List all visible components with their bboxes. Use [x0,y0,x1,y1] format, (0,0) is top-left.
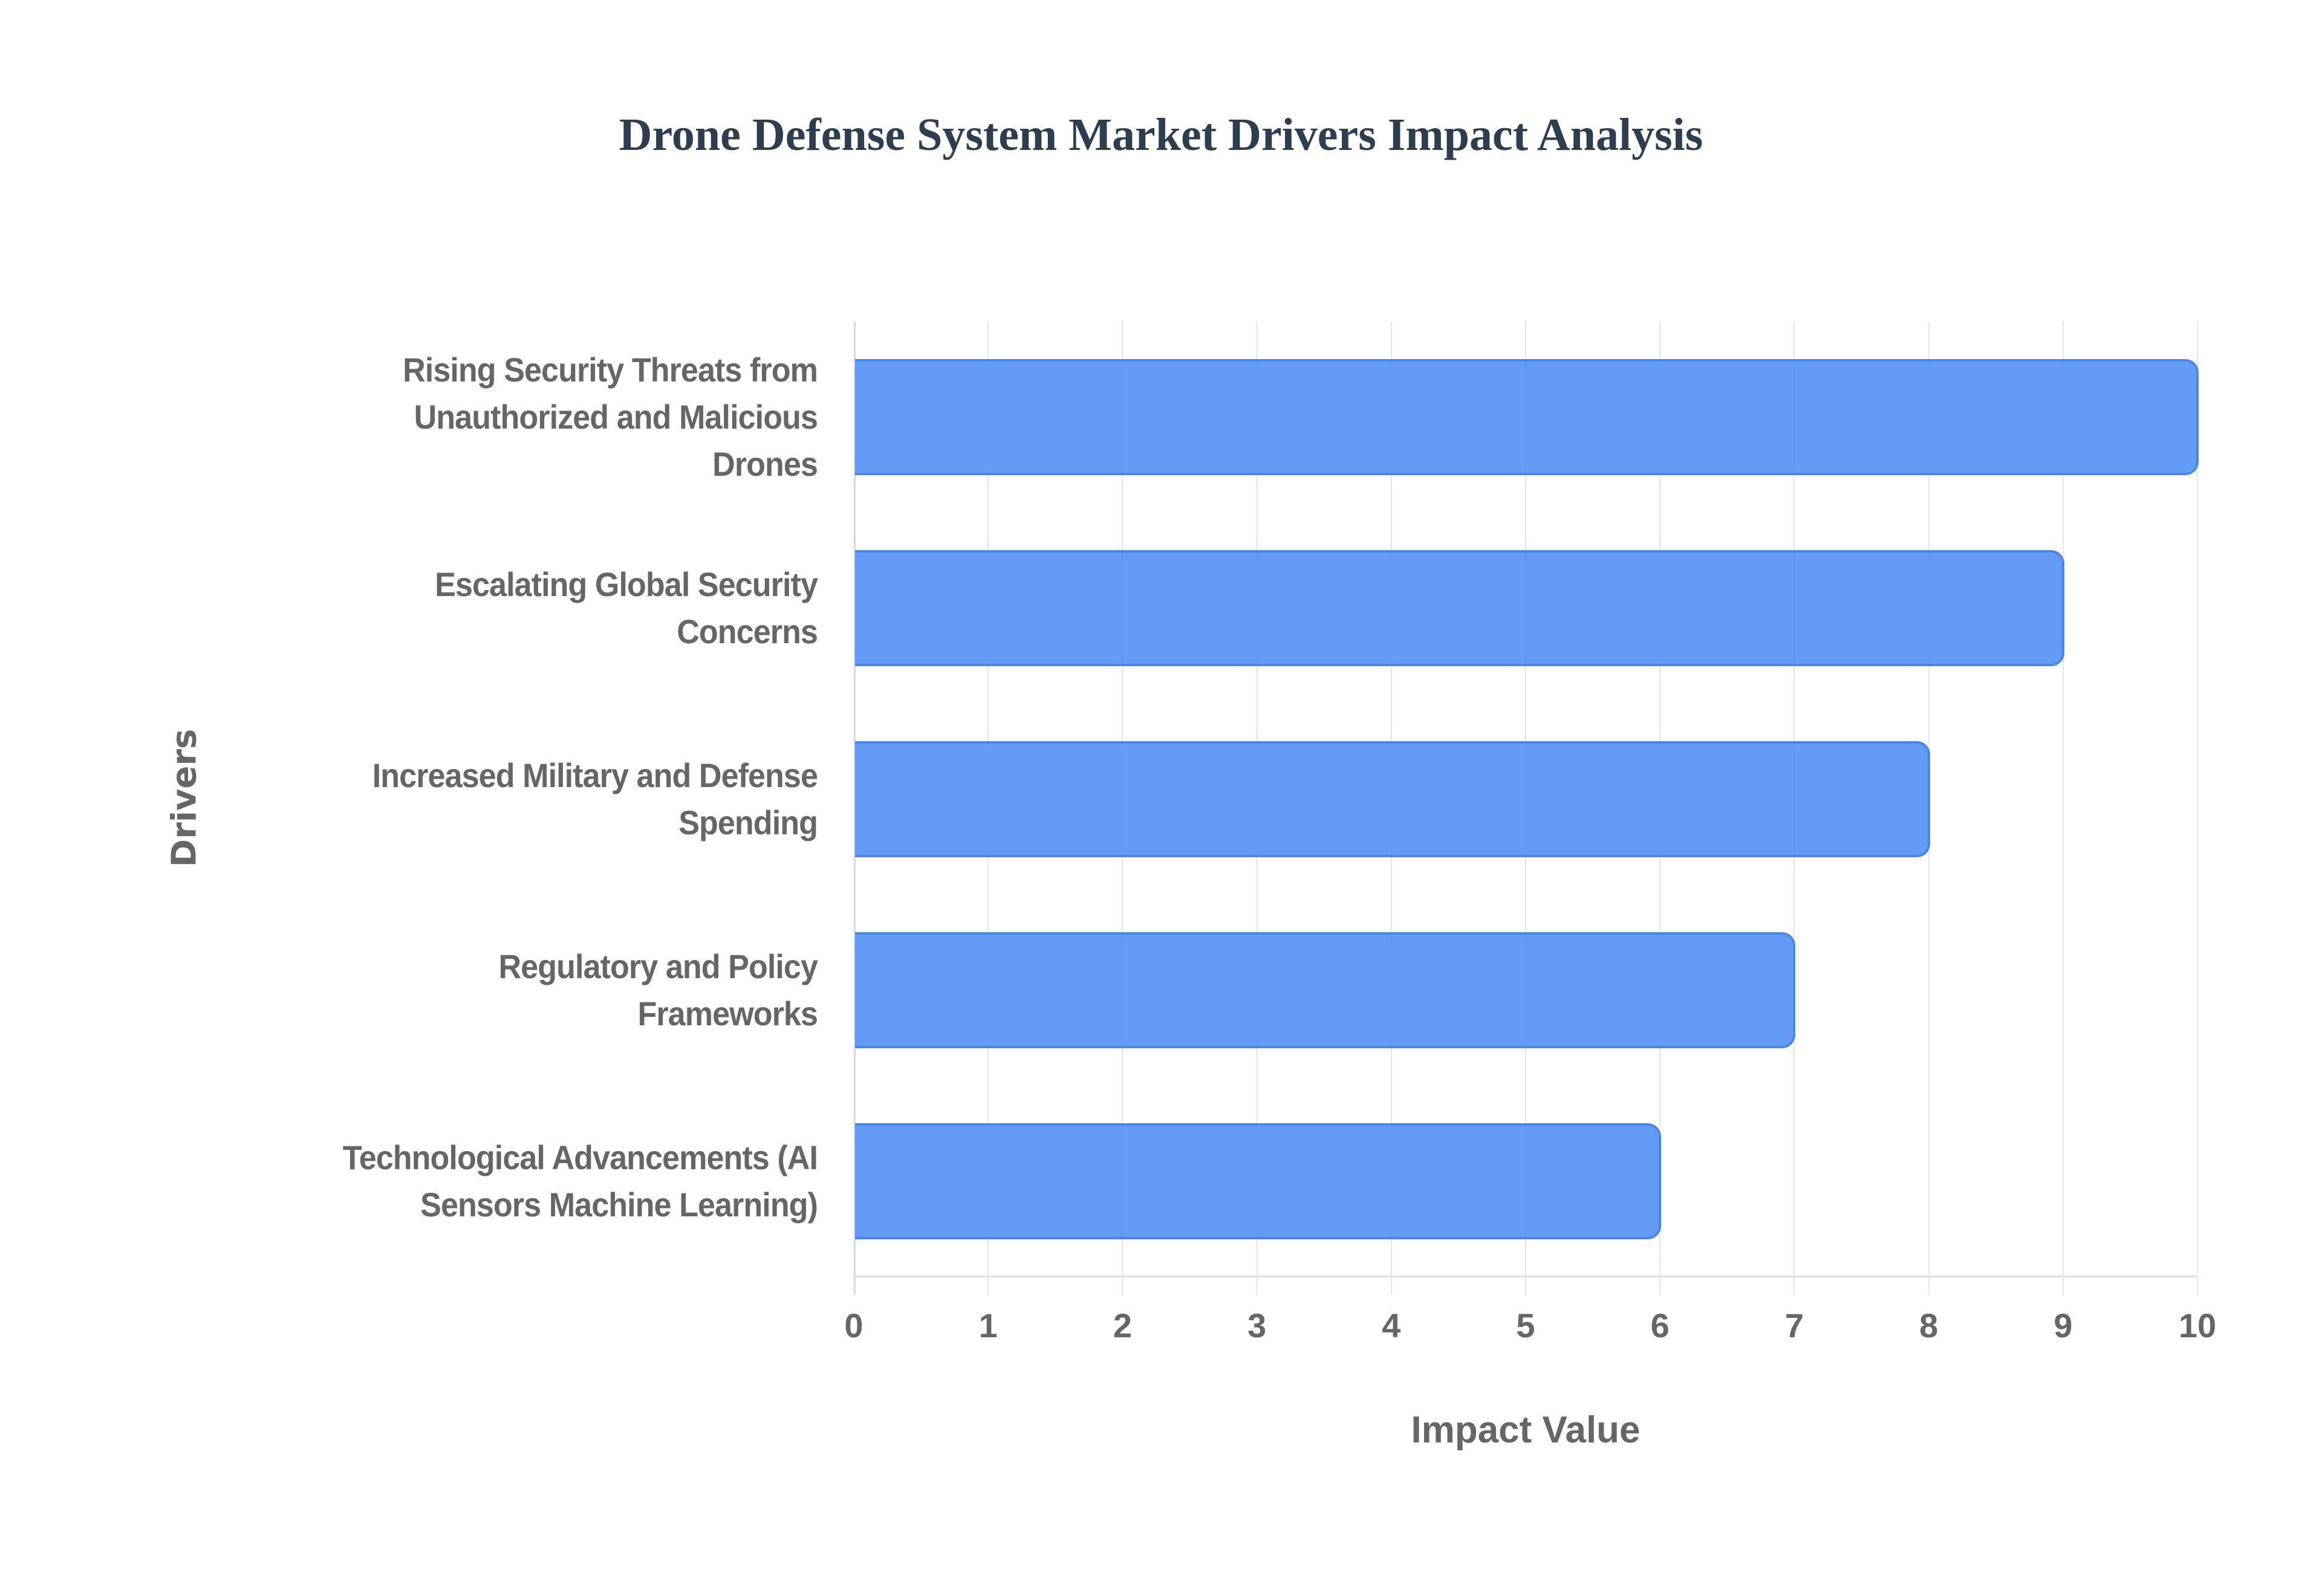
x-tick-label: 3 [1247,1306,1267,1345]
bar[interactable] [855,932,1796,1048]
y-tick-label: Increased Military and Defense Spending [372,756,818,842]
bar[interactable] [855,550,2064,666]
tick-mark [1256,1277,1258,1295]
y-tick-label: Technological Advancements (AI Sensors Ma… [342,1138,818,1224]
x-tick-label: 7 [1784,1306,1804,1345]
y-tick-label: Rising Security Threats from Unauthorized… [403,351,818,483]
bar[interactable] [855,1123,1662,1239]
plot-area [853,322,2199,1295]
tick-mark [1659,1277,1661,1295]
tick-mark [1928,1277,1930,1295]
x-axis-title: Impact Value [1411,1409,1641,1451]
tick-mark [987,1277,989,1295]
y-tick-label: Regulatory and Policy Frameworks [498,947,818,1033]
tick-mark [853,1277,854,1295]
x-tick-label: 8 [1919,1306,1939,1345]
x-tick-label: 10 [2178,1306,2217,1345]
x-tick-label: 5 [1516,1306,1535,1345]
x-tick-label: 0 [844,1306,863,1345]
tick-mark [2062,1277,2064,1295]
x-tick-label: 2 [1113,1306,1132,1345]
tick-mark [1525,1277,1526,1295]
y-axis-title: Drivers [164,728,204,868]
chart-title: Drone Defense System Market Drivers Impa… [619,109,1703,160]
tick-mark [1122,1277,1124,1295]
tick-mark [1794,1277,1795,1295]
x-tick-label: 1 [978,1306,998,1345]
bar[interactable] [855,359,2199,475]
y-axis-line [854,322,856,1295]
x-tick-label: 6 [1650,1306,1670,1345]
gridline [2062,322,2064,1277]
gridline [2197,322,2198,1277]
y-tick-label: Escalating Global Security Concerns [435,565,818,650]
x-tick-label: 4 [1382,1306,1401,1345]
tick-mark [2197,1277,2198,1295]
x-tick-label: 9 [2054,1306,2073,1345]
tick-mark [1390,1277,1392,1295]
bar[interactable] [855,741,1930,857]
